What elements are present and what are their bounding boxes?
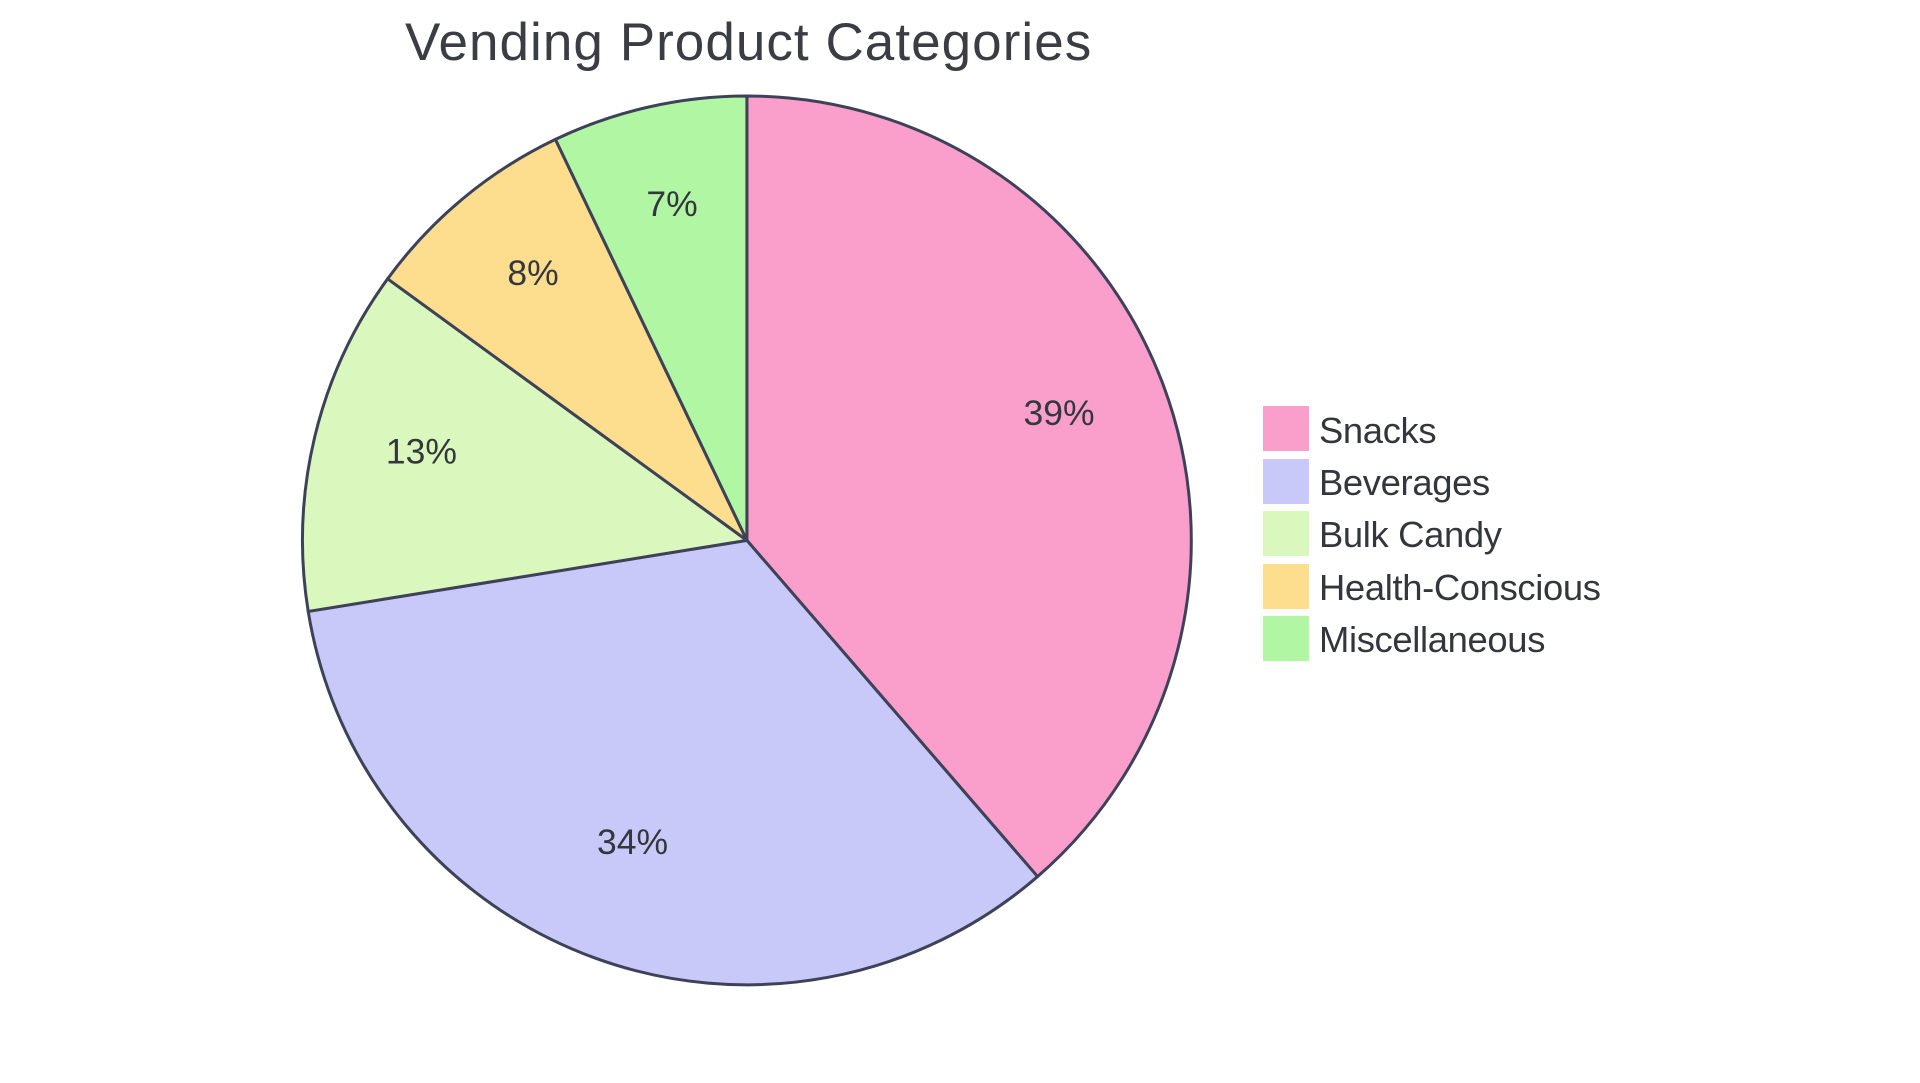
svg-text:39%: 39%: [1023, 393, 1094, 433]
svg-text:13%: 13%: [386, 432, 457, 472]
svg-text:7%: 7%: [646, 184, 697, 224]
svg-text:34%: 34%: [597, 822, 668, 862]
svg-text:8%: 8%: [507, 253, 558, 293]
